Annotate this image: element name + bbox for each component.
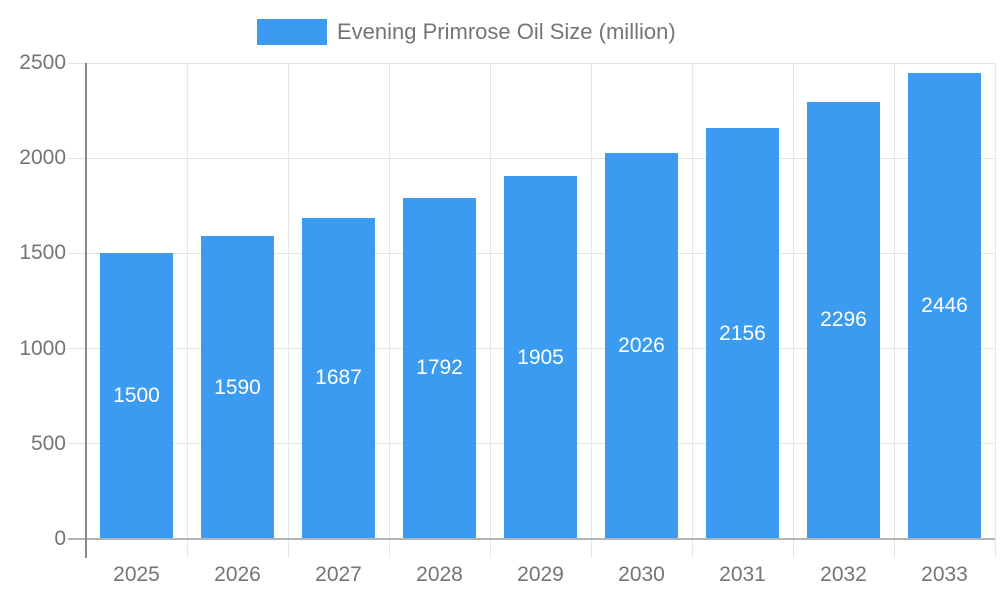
bar-value-label: 1687 [315, 366, 362, 390]
bar-2033[interactable] [908, 73, 981, 539]
x-axis-label: 2033 [921, 563, 968, 586]
legend-label: Evening Primrose Oil Size (million) [337, 19, 676, 44]
bar-value-label: 1500 [113, 384, 160, 408]
y-gridline [68, 157, 995, 159]
x-axis-label: 2032 [820, 563, 867, 586]
bar-2025[interactable] [100, 253, 173, 539]
bar-2030[interactable] [605, 153, 678, 539]
y-axis-label: 2500 [19, 51, 66, 74]
x-axis-label: 2027 [315, 563, 362, 586]
y-gridline [68, 62, 995, 64]
bar-2029[interactable] [504, 176, 577, 539]
x-axis-label: 2025 [113, 563, 160, 586]
category-gridline [186, 63, 188, 558]
x-axis-label: 2030 [618, 563, 665, 586]
bar-value-label: 2446 [921, 294, 968, 318]
x-axis-label: 2026 [214, 563, 261, 586]
category-gridline [792, 63, 794, 558]
bar-value-label: 1905 [517, 345, 564, 369]
category-gridline [893, 63, 895, 558]
x-axis-label: 2031 [719, 563, 766, 586]
bar-value-label: 1590 [214, 375, 261, 399]
y-axis-line [85, 63, 87, 558]
bar-2028[interactable] [403, 197, 476, 539]
category-gridline [388, 63, 390, 558]
bar-2027[interactable] [302, 217, 375, 539]
y-axis-label: 1000 [19, 336, 66, 360]
x-axis-label: 2029 [517, 563, 564, 586]
category-gridline [994, 63, 996, 558]
legend-swatch [257, 19, 327, 45]
bar-value-label: 2156 [719, 321, 766, 345]
y-axis-label: 0 [54, 527, 66, 550]
y-axis-label: 1500 [19, 241, 66, 265]
bar-value-label: 2296 [820, 308, 867, 332]
chart-legend: Evening Primrose Oil Size (million) [257, 19, 676, 45]
category-gridline [590, 63, 592, 558]
y-axis-label: 2000 [19, 146, 66, 170]
bar-2026[interactable] [201, 236, 274, 539]
bar-2031[interactable] [706, 128, 779, 539]
category-gridline [287, 63, 289, 558]
bar-2032[interactable] [807, 101, 880, 539]
y-axis-label: 500 [30, 431, 66, 455]
category-gridline [489, 63, 491, 558]
bar-value-label: 1792 [416, 356, 463, 380]
category-gridline [691, 63, 693, 558]
x-axis-label: 2028 [416, 563, 463, 586]
x-axis-baseline [68, 538, 995, 540]
bar-value-label: 2026 [618, 334, 665, 358]
